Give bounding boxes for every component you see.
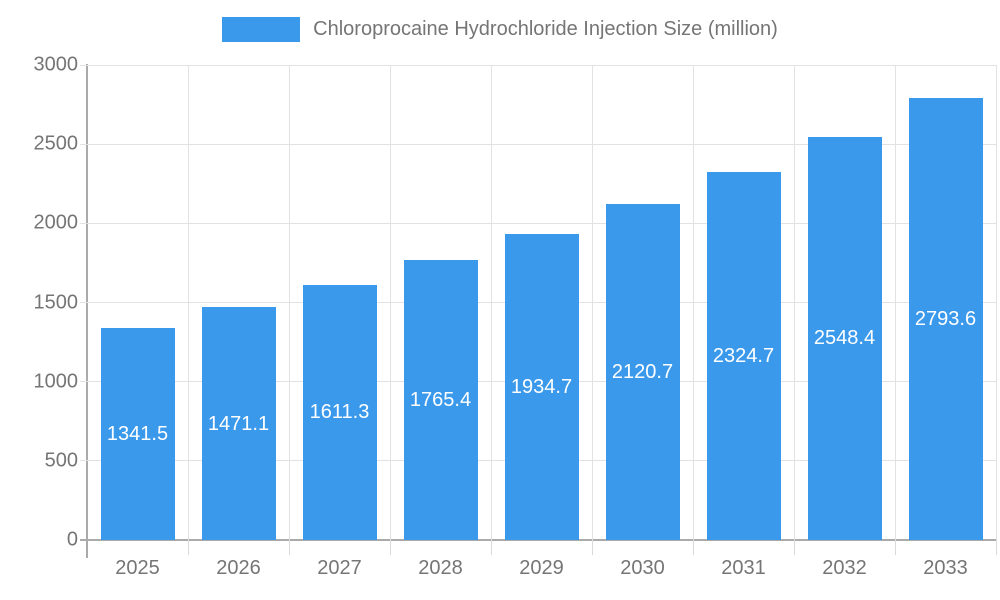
bar-value-label: 2324.7	[712, 344, 775, 367]
x-axis-tick-label: 2027	[317, 557, 362, 579]
v-gridline	[692, 65, 694, 540]
x-axis-line	[80, 539, 996, 541]
x-axis-tick-label: 2033	[923, 557, 968, 579]
axis-tick	[389, 540, 391, 555]
legend-swatch[interactable]	[222, 17, 301, 42]
v-gridline	[995, 65, 997, 540]
y-axis-tick-label: 2500	[33, 132, 79, 155]
bar-value-label: 1765.4	[409, 389, 472, 412]
v-gridline	[591, 65, 593, 540]
y-axis-line	[86, 64, 88, 558]
legend: Chloroprocaine Hydrochloride Injection S…	[0, 17, 1000, 42]
axis-tick	[187, 540, 189, 555]
legend-label[interactable]: Chloroprocaine Hydrochloride Injection S…	[313, 18, 778, 40]
bar-value-label: 1611.3	[309, 401, 370, 424]
axis-tick	[288, 540, 290, 555]
x-axis-tick-label: 2031	[721, 557, 766, 579]
v-gridline	[187, 65, 189, 540]
bar-value-label: 1934.7	[510, 375, 573, 398]
bar-value-label: 1471.1	[207, 412, 270, 435]
bar-value-label: 2548.4	[813, 327, 876, 350]
axis-tick	[692, 540, 694, 555]
v-gridline	[894, 65, 896, 540]
bar-value-label: 1341.5	[106, 422, 169, 445]
x-axis-tick-label: 2032	[822, 557, 867, 579]
bar[interactable]: 2793.6	[908, 97, 983, 540]
bar[interactable]: 1765.4	[403, 260, 478, 540]
bar[interactable]: 2324.7	[706, 171, 781, 540]
bar[interactable]: 2548.4	[807, 136, 882, 540]
axis-tick	[793, 540, 795, 555]
x-axis-tick-label: 2028	[418, 557, 463, 579]
bar[interactable]: 1934.7	[504, 233, 579, 540]
v-gridline	[389, 65, 391, 540]
axis-tick	[490, 540, 492, 555]
v-gridline	[288, 65, 290, 540]
v-gridline	[793, 65, 795, 540]
bar-value-label: 2793.6	[914, 307, 977, 330]
x-axis-labels: 2025 2026 2027 2028 2029 2030 2031 2032 2033	[87, 557, 996, 587]
y-axis-tick-label: 2000	[33, 211, 79, 234]
bar[interactable]: 1471.1	[201, 307, 276, 540]
axis-tick	[894, 540, 896, 555]
x-axis-tick-label: 2025	[115, 557, 160, 579]
h-gridline	[80, 64, 996, 66]
y-axis-tick-label: 3000	[33, 53, 79, 76]
h-gridline	[80, 222, 996, 224]
bar-value-label: 2120.7	[611, 361, 674, 384]
bar[interactable]: 1611.3	[302, 284, 377, 540]
bar[interactable]: 2120.7	[605, 204, 680, 540]
axis-tick	[591, 540, 593, 555]
y-axis-tick-label: 1000	[33, 370, 79, 393]
y-axis-labels: 0 500 1000 1500 2000 2500 3000	[0, 54, 79, 551]
x-axis-tick-label: 2026	[216, 557, 261, 579]
y-axis-tick-label: 500	[44, 449, 78, 472]
bar[interactable]: 1341.5	[100, 327, 175, 540]
axis-tick	[995, 540, 997, 555]
x-axis-tick-label: 2030	[620, 557, 665, 579]
y-axis-tick-label: 1500	[33, 291, 79, 313]
h-gridline	[80, 143, 996, 145]
y-axis-tick-label: 0	[66, 528, 78, 551]
plot-area: 1341.5 1471.1 1611.3 1765.4 1934.7 2120.7 2324…	[80, 64, 997, 540]
v-gridline	[490, 65, 492, 540]
x-axis-tick-label: 2029	[519, 557, 564, 579]
